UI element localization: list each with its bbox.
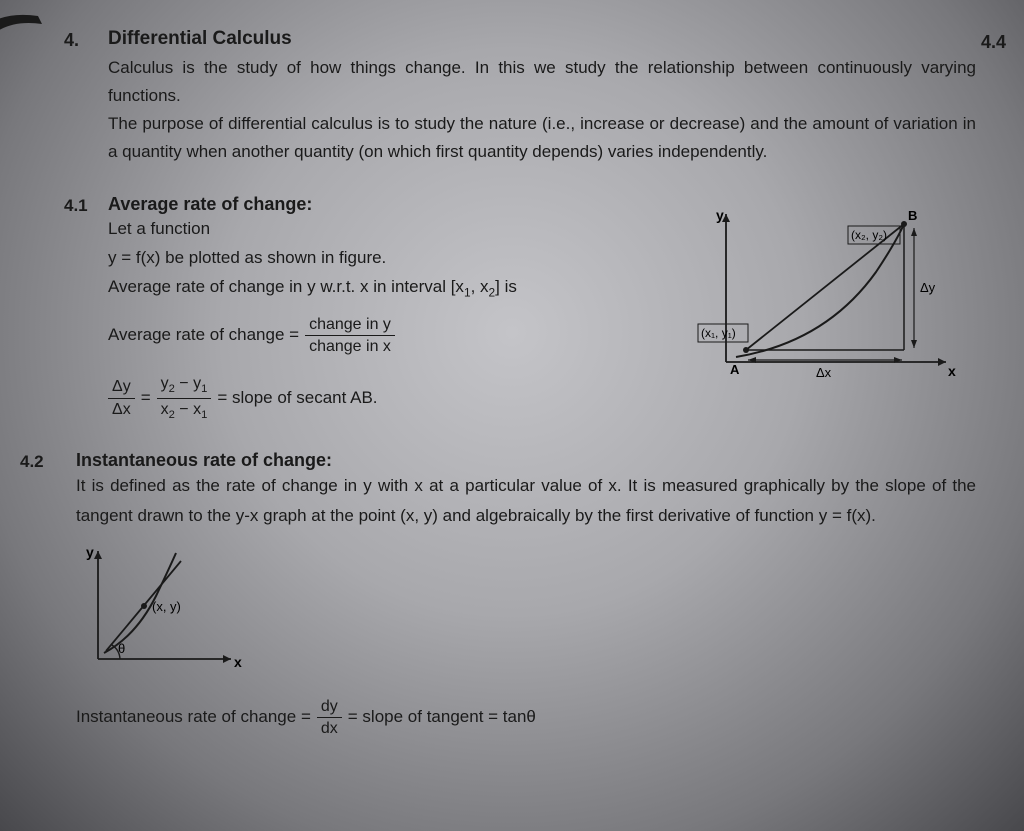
page: 4.4 4. Differential Calculus Calculus is… <box>64 28 976 738</box>
side-marker: 4.4 <box>981 32 1006 53</box>
svg-text:y: y <box>86 544 94 560</box>
text-line: Average rate of change in y w.r.t. x in … <box>108 273 666 303</box>
section-para-1: Calculus is the study of how things chan… <box>108 54 976 110</box>
svg-text:y: y <box>716 207 724 223</box>
section-para: It is defined as the rate of change in y… <box>76 471 976 531</box>
inst-rate-formula: Instantaneous rate of change = dy dx = s… <box>76 697 976 738</box>
subsection-title: Instantaneous rate of change: <box>76 450 976 471</box>
svg-text:θ: θ <box>118 641 125 656</box>
svg-text:Δx: Δx <box>816 365 832 380</box>
tangent-graph: y x (x, y) θ <box>76 541 246 681</box>
section-4-2: 4.2 Instantaneous rate of change: It is … <box>20 450 976 738</box>
svg-text:x: x <box>234 654 242 670</box>
section-4: 4. Differential Calculus Calculus is the… <box>64 28 976 166</box>
svg-text:(x₁, y₁): (x₁, y₁) <box>701 326 736 340</box>
text-line: y = f(x) be plotted as shown in figure. <box>108 244 666 273</box>
section-4-1: 4.1 Average rate of change: Let a functi… <box>64 194 976 422</box>
swoosh-icon <box>0 10 50 38</box>
text-line: Let a function <box>108 215 666 244</box>
section-number: 4. <box>64 28 108 51</box>
section-title: Differential Calculus <box>108 28 976 50</box>
svg-text:x: x <box>948 363 956 379</box>
section-number: 4.2 <box>20 450 76 472</box>
svg-text:(x₂, y₂): (x₂, y₂) <box>851 228 887 242</box>
svg-text:Δy: Δy <box>920 280 936 295</box>
section-number: 4.1 <box>64 194 108 216</box>
section-para-2: The purpose of differential calculus is … <box>108 110 976 166</box>
slope-secant-formula: Δy Δx = y2 − y1 x2 − x1 = slope of secan… <box>108 374 666 422</box>
subsection-title: Average rate of change: <box>108 194 666 215</box>
svg-text:B: B <box>908 208 917 223</box>
svg-text:(x, y): (x, y) <box>152 599 181 614</box>
secant-graph: y x <box>686 202 966 392</box>
avg-rate-formula: Average rate of change = change in y cha… <box>108 315 666 356</box>
svg-text:A: A <box>730 362 740 377</box>
